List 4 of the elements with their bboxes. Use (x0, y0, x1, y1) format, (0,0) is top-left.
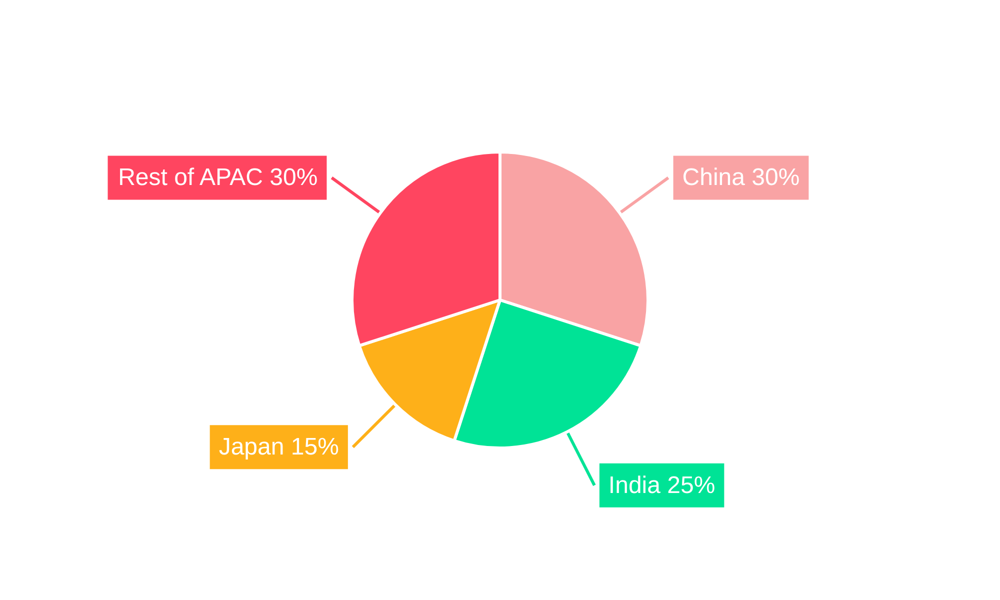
slice-label: Rest of APAC 30% (118, 164, 318, 192)
slice-label: Japan 15% (218, 434, 339, 461)
slice-label: China 30% (682, 164, 800, 192)
slice-label: India 25% (608, 472, 716, 499)
